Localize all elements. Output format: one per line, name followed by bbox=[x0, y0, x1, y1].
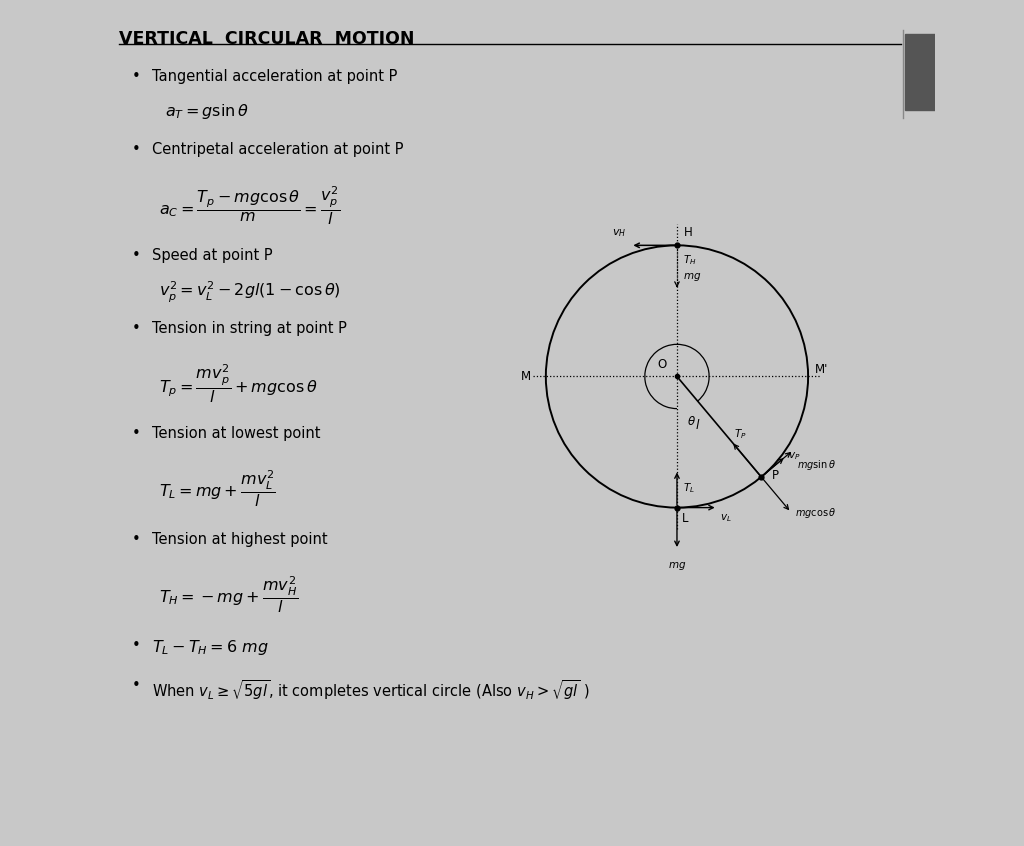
Text: VERTICAL  CIRCULAR  MOTION: VERTICAL CIRCULAR MOTION bbox=[119, 30, 414, 47]
Text: •: • bbox=[131, 142, 140, 157]
Text: $T_L - T_H = 6\ mg$: $T_L - T_H = 6\ mg$ bbox=[153, 638, 269, 656]
Text: L: L bbox=[682, 512, 688, 525]
Text: $T_p = \dfrac{mv_p^2}{l} + mg\cos\theta$: $T_p = \dfrac{mv_p^2}{l} + mg\cos\theta$ bbox=[159, 363, 317, 405]
Text: Tension at highest point: Tension at highest point bbox=[153, 532, 328, 547]
Text: $\theta$: $\theta$ bbox=[687, 415, 696, 427]
Text: $mg\sin\theta$: $mg\sin\theta$ bbox=[797, 459, 836, 472]
Text: $v_P$: $v_P$ bbox=[788, 450, 801, 462]
Text: Speed at point P: Speed at point P bbox=[153, 248, 273, 263]
Text: Tension in string at point P: Tension in string at point P bbox=[153, 321, 347, 336]
Text: Tangential acceleration at point P: Tangential acceleration at point P bbox=[153, 69, 398, 85]
Text: •: • bbox=[131, 426, 140, 442]
Text: O: O bbox=[657, 359, 667, 371]
Text: $a_T = g\sin\theta$: $a_T = g\sin\theta$ bbox=[165, 102, 249, 120]
Text: $T_P$: $T_P$ bbox=[734, 427, 746, 442]
Text: $l$: $l$ bbox=[695, 418, 700, 432]
Text: $v_L$: $v_L$ bbox=[720, 512, 732, 524]
Text: $a_C = \dfrac{T_p - mg\cos\theta}{m} = \dfrac{v_p^2}{l}$: $a_C = \dfrac{T_p - mg\cos\theta}{m} = \… bbox=[159, 184, 340, 227]
Text: $mg$: $mg$ bbox=[668, 560, 686, 572]
Text: $T_L = mg + \dfrac{mv_L^2}{l}$: $T_L = mg + \dfrac{mv_L^2}{l}$ bbox=[159, 469, 276, 509]
Text: $mg\cos\theta$: $mg\cos\theta$ bbox=[796, 506, 837, 519]
Text: P: P bbox=[772, 469, 779, 481]
Text: $T_H$: $T_H$ bbox=[683, 254, 696, 267]
Text: $mg$: $mg$ bbox=[683, 272, 701, 283]
Text: Tension at lowest point: Tension at lowest point bbox=[153, 426, 321, 442]
Text: H: H bbox=[684, 226, 692, 239]
Text: When $v_L \geq \sqrt{5gl}$, it completes vertical circle (Also $v_H > \sqrt{gl}$: When $v_L \geq \sqrt{5gl}$, it completes… bbox=[153, 678, 590, 702]
Text: •: • bbox=[131, 678, 140, 694]
Text: •: • bbox=[131, 532, 140, 547]
Text: $T_H = -mg + \dfrac{mv_H^2}{l}$: $T_H = -mg + \dfrac{mv_H^2}{l}$ bbox=[159, 574, 298, 615]
Text: $T_L$: $T_L$ bbox=[683, 481, 695, 496]
Text: Centripetal acceleration at point P: Centripetal acceleration at point P bbox=[153, 142, 403, 157]
Text: M: M bbox=[520, 370, 530, 383]
FancyBboxPatch shape bbox=[905, 34, 939, 110]
Text: •: • bbox=[131, 638, 140, 653]
Text: •: • bbox=[131, 321, 140, 336]
Text: $v_p^2 = v_L^2 - 2gl(1 - \cos\theta)$: $v_p^2 = v_L^2 - 2gl(1 - \cos\theta)$ bbox=[159, 280, 341, 305]
Text: •: • bbox=[131, 248, 140, 263]
Text: M': M' bbox=[815, 363, 828, 376]
Text: $v_H$: $v_H$ bbox=[612, 227, 627, 239]
Text: •: • bbox=[131, 69, 140, 85]
